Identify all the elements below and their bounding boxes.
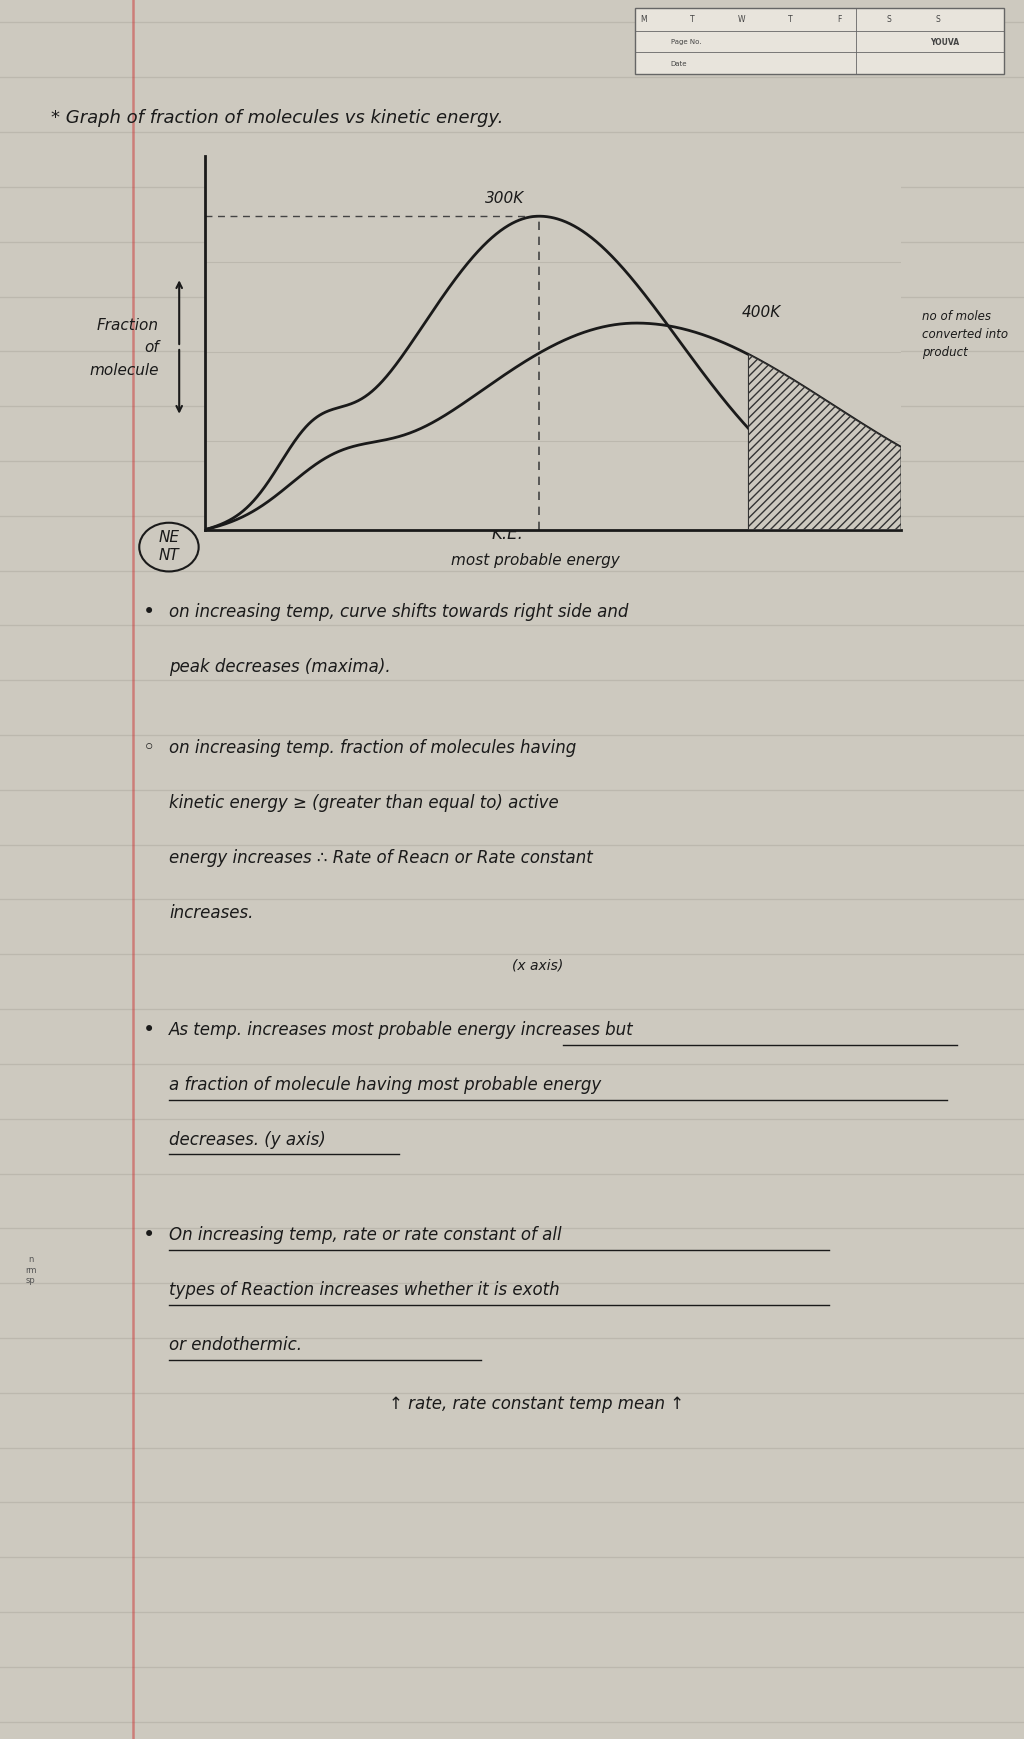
Text: S: S <box>887 14 891 24</box>
Text: K.E.: K.E. <box>492 525 523 543</box>
Text: increases.: increases. <box>169 903 253 922</box>
Text: on increasing temp. fraction of molecules having: on increasing temp. fraction of molecule… <box>169 739 577 756</box>
Text: energy increases ∴ Rate of Reacn or Rate constant: energy increases ∴ Rate of Reacn or Rate… <box>169 849 593 866</box>
Text: kinetic energy ≥ (greater than equal to) active: kinetic energy ≥ (greater than equal to)… <box>169 793 559 812</box>
Text: Fraction
of
molecule: Fraction of molecule <box>89 318 159 377</box>
Text: F: F <box>838 14 842 24</box>
Text: YOUVA: YOUVA <box>930 38 958 47</box>
Text: 300K: 300K <box>485 191 524 205</box>
Text: On increasing temp, rate or rate constant of all: On increasing temp, rate or rate constan… <box>169 1226 561 1243</box>
Text: decreases. (y axis): decreases. (y axis) <box>169 1130 326 1148</box>
Text: •: • <box>143 1224 156 1245</box>
Text: S: S <box>936 14 940 24</box>
Text: 400K: 400K <box>741 304 780 320</box>
Text: on increasing temp, curve shifts towards right side and: on increasing temp, curve shifts towards… <box>169 603 629 621</box>
Polygon shape <box>749 355 901 530</box>
Text: types of Reaction increases whether it is exoth: types of Reaction increases whether it i… <box>169 1280 559 1299</box>
Text: or endothermic.: or endothermic. <box>169 1336 302 1353</box>
Text: •: • <box>143 602 156 623</box>
Text: (x axis): (x axis) <box>512 958 563 972</box>
Text: ◦: ◦ <box>143 737 156 758</box>
Text: no of moles
converted into
product: no of moles converted into product <box>922 310 1009 358</box>
Text: T: T <box>690 14 694 24</box>
Text: •: • <box>143 1019 156 1040</box>
Bar <box>635 9 1004 75</box>
Text: ↑ rate, rate constant temp mean ↑: ↑ rate, rate constant temp mean ↑ <box>389 1395 684 1412</box>
Text: most probable energy: most probable energy <box>451 553 620 567</box>
Text: T: T <box>788 14 793 24</box>
Text: n
rm
sp: n rm sp <box>25 1254 37 1285</box>
Text: M: M <box>640 14 646 24</box>
Text: peak decreases (maxima).: peak decreases (maxima). <box>169 657 390 676</box>
Text: As temp. increases most probable energy increases but: As temp. increases most probable energy … <box>169 1021 634 1038</box>
Text: W: W <box>737 14 745 24</box>
Text: NE
NT: NE NT <box>159 529 179 563</box>
Text: a fraction of molecule having most probable energy: a fraction of molecule having most proba… <box>169 1075 601 1094</box>
Text: * Graph of fraction of molecules vs kinetic energy.: * Graph of fraction of molecules vs kine… <box>51 110 504 127</box>
Text: Page No.: Page No. <box>671 40 701 45</box>
Text: Date: Date <box>671 61 687 66</box>
